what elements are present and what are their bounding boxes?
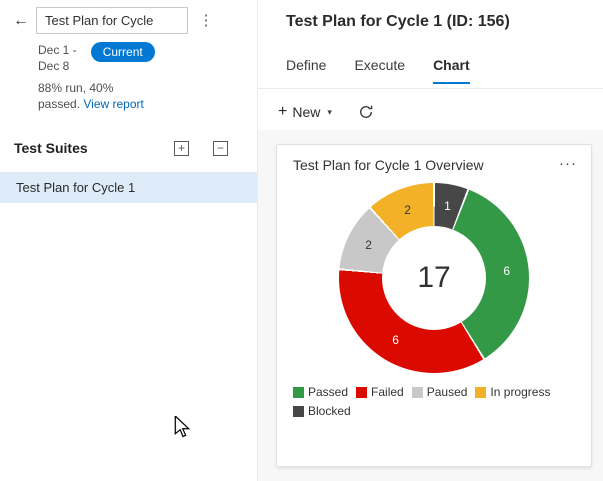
- legend-swatch: [475, 386, 487, 398]
- plan-title-field[interactable]: Test Plan for Cycle: [36, 7, 188, 34]
- slice-value-label: 6: [392, 333, 399, 348]
- current-status-badge: Current: [90, 42, 155, 62]
- slice-value-label: 2: [365, 238, 372, 253]
- refresh-icon[interactable]: [356, 102, 376, 122]
- chart-card: Test Plan for Cycle 1 Overview ··· 17 1 6…: [276, 144, 592, 467]
- refresh-icon-glyph: [359, 105, 373, 118]
- slice-value-label: 6: [503, 264, 511, 279]
- chart-card-header: Test Plan for Cycle 1 Overview ···: [277, 145, 591, 173]
- run-summary-text: 88% run, 40% passed.: [38, 81, 114, 111]
- new-button[interactable]: + New ▾: [278, 103, 332, 121]
- plus-icon: +: [278, 103, 288, 120]
- donut-chart[interactable]: 17 1 6 6 2 2: [339, 183, 529, 373]
- more-options-icon[interactable]: ···: [559, 155, 577, 172]
- plan-dates-row: Dec 1 - Dec 8 Current: [38, 42, 155, 74]
- legend-label: Paused: [426, 385, 468, 399]
- donut-total-label: 17: [417, 261, 451, 294]
- legend-swatch: [293, 405, 304, 417]
- new-button-label: New: [292, 104, 321, 120]
- slice-value-label: 1: [444, 199, 451, 214]
- date-range: Dec 1 - Dec 8: [38, 42, 77, 74]
- chart-card-title: Test Plan for Cycle 1 Overview: [293, 157, 484, 173]
- kebab-menu-icon[interactable]: ⋮: [196, 10, 216, 30]
- test-suites-title: Test Suites: [14, 140, 88, 156]
- date-range-line2: Dec 8: [38, 59, 70, 73]
- main-panel: Test Plan for Cycle 1 (ID: 156) Define E…: [258, 0, 603, 481]
- suite-list-item-selected[interactable]: Test Plan for Cycle 1: [0, 172, 257, 203]
- tab-bar: Define Execute Chart: [286, 57, 470, 84]
- slice-value-label: 2: [404, 202, 411, 217]
- legend-label: Blocked: [308, 404, 351, 418]
- legend-item: Paused: [411, 385, 468, 399]
- left-sidebar: ← Test Plan for Cycle ⋮ Dec 1 - Dec 8 Cu…: [0, 0, 258, 481]
- back-icon[interactable]: ←: [10, 10, 32, 32]
- legend-label: Failed: [371, 385, 404, 399]
- legend-item: Blocked: [293, 404, 351, 418]
- legend-label: In progress: [490, 385, 551, 399]
- toolbar: + New ▾: [278, 96, 376, 128]
- tabs-divider: [258, 88, 603, 89]
- chevron-down-icon: ▾: [327, 106, 332, 117]
- legend-item: In progress: [475, 385, 550, 399]
- run-summary: 88% run, 40% passed. View report: [38, 80, 158, 112]
- tab-define[interactable]: Define: [286, 57, 327, 73]
- test-suites-header: Test Suites + −: [0, 132, 258, 164]
- chart-legend: Passed Failed Paused In progress Blocked: [293, 385, 577, 418]
- page-title: Test Plan for Cycle 1 (ID: 156): [286, 13, 510, 30]
- date-range-line1: Dec 1 -: [38, 43, 77, 57]
- legend-item: Passed: [293, 385, 348, 399]
- tab-chart[interactable]: Chart: [433, 57, 470, 84]
- legend-item: Failed: [356, 385, 404, 399]
- legend-label: Passed: [308, 385, 349, 399]
- new-suite-icon[interactable]: +: [174, 140, 189, 156]
- view-report-link[interactable]: View report: [83, 97, 144, 111]
- legend-swatch: [293, 386, 304, 398]
- legend-swatch: [411, 386, 423, 398]
- collapse-suites-icon[interactable]: −: [213, 140, 228, 156]
- donut-center: 17: [382, 226, 486, 330]
- tab-execute[interactable]: Execute: [354, 57, 406, 73]
- legend-swatch: [356, 386, 368, 398]
- chart-content-area: Test Plan for Cycle 1 Overview ··· 17 1 6…: [258, 130, 603, 481]
